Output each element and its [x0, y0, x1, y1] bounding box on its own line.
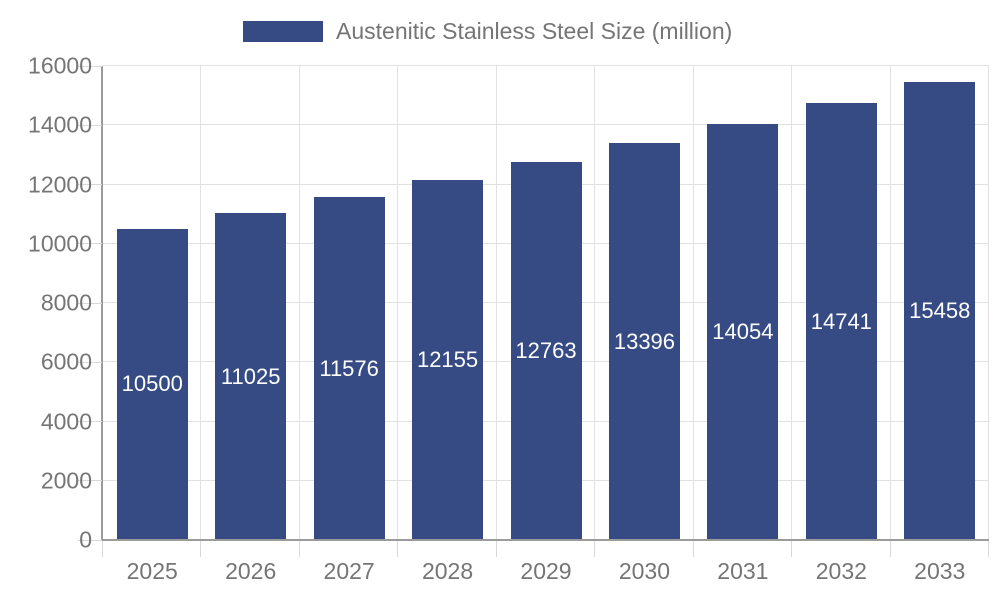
- y-axis-tick-label: 4000: [40, 408, 92, 434]
- x-axis-tick: [200, 541, 202, 557]
- y-axis-tick: [78, 243, 102, 245]
- x-axis-tick: [102, 541, 103, 557]
- x-axis-tick-label: 2032: [815, 558, 867, 584]
- v-gridline: [791, 66, 793, 540]
- x-axis-tick-label: 2027: [323, 558, 375, 584]
- legend-swatch: [243, 21, 323, 42]
- bar-value-label: 11025: [220, 363, 281, 389]
- bar[interactable]: 11576: [313, 197, 385, 540]
- y-axis-tick: [78, 480, 102, 482]
- bar[interactable]: 15458: [904, 82, 976, 540]
- x-axis-tick-label: 2030: [618, 558, 671, 584]
- h-gridline: [103, 124, 989, 126]
- x-axis-tick: [298, 541, 300, 557]
- plot-area: 10500 11025 11576 12155 12763 13396 14054 14741…: [103, 65, 989, 540]
- y-axis-tick-label: 16000: [28, 52, 92, 79]
- bar-value-label: 11576: [319, 355, 379, 381]
- bar[interactable]: 14741: [805, 103, 877, 540]
- bar[interactable]: 11025: [215, 213, 287, 540]
- y-axis-tick-label: 6000: [40, 348, 92, 375]
- y-axis-tick: [78, 421, 102, 422]
- y-axis-tick: [78, 361, 102, 363]
- y-axis-tick-label: 2000: [40, 467, 92, 494]
- y-axis-tick: [78, 184, 102, 185]
- bar-value-label: 13396: [613, 328, 676, 354]
- x-axis-tick-label: 2031: [717, 558, 769, 584]
- v-gridline: [298, 66, 300, 540]
- x-axis-tick: [988, 541, 989, 557]
- y-axis-line: [101, 66, 103, 541]
- v-gridline: [594, 66, 596, 540]
- y-axis-tick-label: 12000: [28, 171, 92, 197]
- bar-value-label: 14054: [712, 318, 774, 344]
- legend-item[interactable]: Austenitic Stainless Steel Size (million…: [243, 18, 732, 45]
- x-axis-tick-label: 2029: [520, 558, 572, 584]
- y-axis-tick-label: 10000: [28, 230, 92, 257]
- x-axis-tick: [889, 541, 891, 557]
- y-axis-tick: [78, 302, 102, 304]
- v-gridline: [692, 66, 694, 540]
- x-axis-tick: [692, 541, 694, 557]
- v-gridline: [200, 66, 202, 540]
- y-axis-tick-label: 8000: [40, 289, 92, 316]
- v-gridline: [988, 66, 989, 540]
- x-axis-tick: [594, 541, 596, 557]
- v-gridline: [889, 66, 891, 540]
- bar[interactable]: 10500: [116, 228, 188, 540]
- y-axis-tick: [78, 124, 102, 126]
- x-axis-tick-label: 2026: [225, 558, 277, 584]
- x-axis-tick-label: 2033: [914, 558, 966, 584]
- bar-value-label: 14741: [810, 308, 872, 334]
- y-axis-tick: [78, 65, 102, 67]
- x-axis-tick: [397, 541, 399, 557]
- y-axis-tick-label: 14000: [28, 111, 92, 138]
- bar-value-label: 12763: [515, 337, 577, 363]
- bar[interactable]: 13396: [608, 143, 680, 540]
- bar[interactable]: 12763: [510, 161, 582, 540]
- v-gridline: [495, 66, 497, 540]
- bar[interactable]: 12155: [412, 179, 484, 540]
- y-axis-tick: [78, 539, 102, 541]
- x-axis-tick: [791, 541, 793, 557]
- legend-label: Austenitic Stainless Steel Size (million…: [336, 18, 733, 44]
- bar[interactable]: 14054: [707, 123, 779, 540]
- x-axis-line: [101, 539, 989, 541]
- x-axis-tick-label: 2025: [126, 558, 178, 584]
- bar-value-label: 12155: [416, 346, 479, 372]
- x-axis-tick: [495, 541, 497, 557]
- bar-value-label: 15458: [909, 298, 971, 324]
- x-axis-tick-label: 2028: [421, 558, 474, 584]
- h-gridline: [103, 65, 989, 66]
- y-axis-tick-label: 0: [79, 526, 92, 553]
- v-gridline: [397, 66, 399, 540]
- bar-value-label: 10500: [121, 371, 183, 397]
